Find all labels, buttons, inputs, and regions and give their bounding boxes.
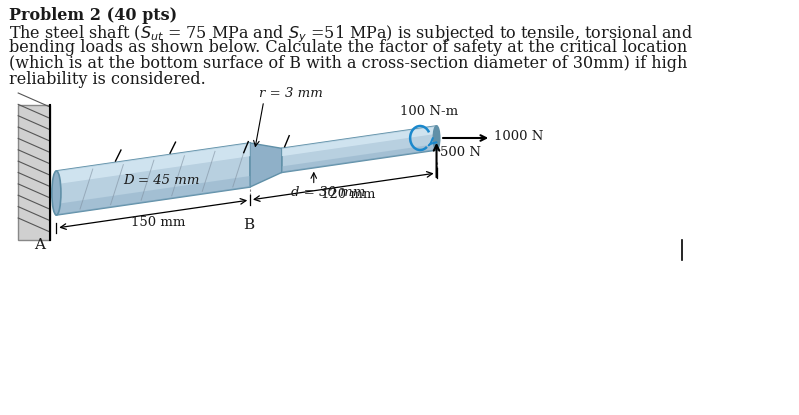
Polygon shape <box>57 176 250 215</box>
Text: A: A <box>34 238 45 252</box>
Text: D = 45 mm: D = 45 mm <box>123 174 199 187</box>
Text: 120 mm: 120 mm <box>320 188 375 202</box>
Ellipse shape <box>433 126 439 150</box>
Polygon shape <box>282 126 436 172</box>
Polygon shape <box>57 143 250 184</box>
Text: d = 30 mm: d = 30 mm <box>291 186 365 200</box>
Text: 100 N-m: 100 N-m <box>400 105 459 118</box>
Text: r = 3 mm: r = 3 mm <box>259 87 323 100</box>
Polygon shape <box>57 143 250 215</box>
Ellipse shape <box>52 171 61 215</box>
Polygon shape <box>18 105 50 240</box>
Polygon shape <box>282 144 436 172</box>
Text: 150 mm: 150 mm <box>130 216 185 229</box>
Text: 1000 N: 1000 N <box>494 130 543 144</box>
Text: B: B <box>243 218 254 232</box>
Text: bending loads as shown below. Calculate the factor of safety at the critical loc: bending loads as shown below. Calculate … <box>9 39 687 56</box>
Text: The steel shaft ($S_{ut}$ = 75 MPa and $S_{y}$ =51 MPa) is subjected to tensile,: The steel shaft ($S_{ut}$ = 75 MPa and $… <box>9 23 693 44</box>
Polygon shape <box>250 143 282 187</box>
Polygon shape <box>282 126 436 156</box>
Text: 500 N: 500 N <box>440 146 481 159</box>
Text: Problem 2 (40 pts): Problem 2 (40 pts) <box>9 7 177 24</box>
Text: (which is at the bottom surface of B with a cross-section diameter of 30mm) if h: (which is at the bottom surface of B wit… <box>9 55 687 72</box>
Text: reliability is considered.: reliability is considered. <box>9 71 206 88</box>
